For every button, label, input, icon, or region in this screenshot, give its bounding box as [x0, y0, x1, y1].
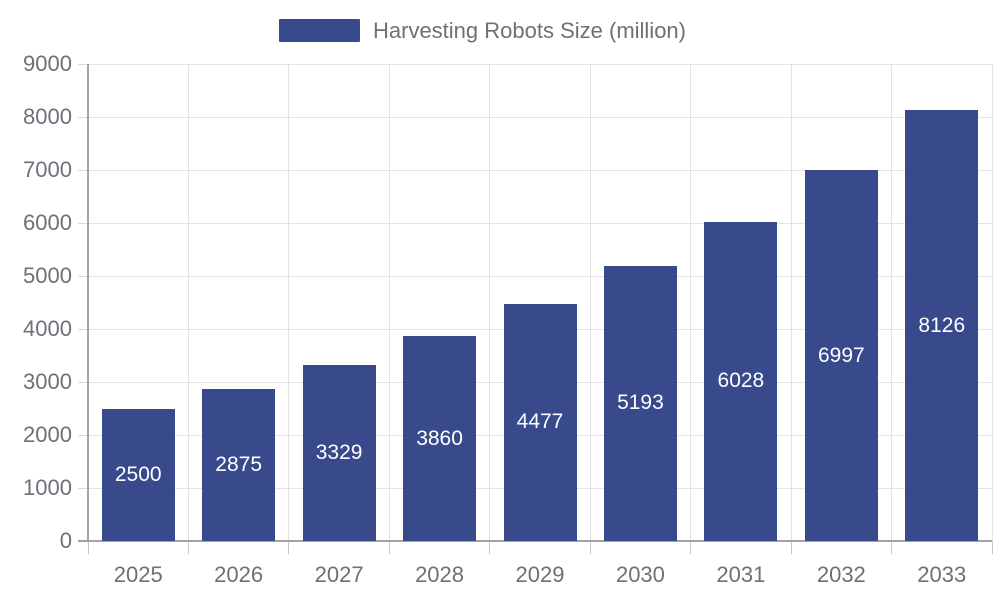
bar-2030[interactable]	[603, 265, 677, 541]
x-axis-label: 2028	[415, 562, 465, 587]
h-gridline	[88, 116, 992, 118]
x-axis-label: 2026	[214, 562, 264, 587]
y-axis-tick-label: 0	[59, 528, 72, 553]
x-axis-tick	[288, 541, 290, 554]
y-axis-tick-label: 1000	[23, 475, 72, 500]
x-axis-tick	[891, 541, 893, 554]
bar-2025[interactable]	[101, 408, 175, 541]
bar-2028[interactable]	[403, 336, 477, 541]
bar-value-label: 3329	[315, 440, 363, 464]
bar-2033[interactable]	[905, 110, 979, 541]
y-axis-tick	[78, 169, 88, 171]
bar-value-label: 6997	[817, 343, 865, 367]
v-gridline	[388, 64, 390, 541]
x-axis-label: 2031	[716, 562, 766, 587]
bar-value-label: 3860	[416, 426, 463, 450]
h-gridline	[88, 275, 992, 277]
x-axis-tick	[388, 541, 390, 554]
y-axis-tick	[78, 116, 88, 118]
y-axis-tick	[78, 63, 88, 65]
bar-value-label: 4477	[516, 410, 564, 434]
y-axis-tick-label: 6000	[23, 210, 72, 235]
legend-swatch	[279, 19, 360, 42]
y-axis-tick	[78, 222, 88, 224]
y-axis-tick-label: 3000	[23, 369, 72, 394]
x-axis-tick	[991, 541, 993, 554]
x-axis-tick	[87, 541, 89, 554]
v-gridline	[991, 64, 993, 541]
x-axis-label: 2027	[314, 562, 364, 587]
h-gridline	[88, 63, 992, 65]
v-gridline	[589, 64, 591, 541]
y-axis-tick-label: 7000	[23, 157, 72, 182]
v-gridline	[690, 64, 692, 541]
y-axis-line	[87, 64, 89, 542]
y-axis-tick-label: 9000	[23, 51, 72, 76]
y-axis-tick-label: 5000	[23, 263, 72, 288]
legend-item[interactable]: Harvesting Robots Size (million)	[279, 19, 686, 42]
bar-2032[interactable]	[804, 170, 878, 541]
h-gridline	[88, 169, 992, 171]
bar-value-label: 2875	[215, 452, 263, 476]
x-axis-tick	[187, 541, 189, 554]
y-axis-tick	[78, 328, 88, 330]
v-gridline	[891, 64, 893, 541]
x-axis-label: 2032	[816, 562, 866, 587]
v-gridline	[187, 64, 189, 541]
bar-2029[interactable]	[503, 303, 577, 541]
x-axis-tick	[790, 541, 792, 554]
x-axis-label: 2029	[515, 562, 565, 587]
x-axis-tick	[489, 541, 491, 554]
v-gridline	[288, 64, 290, 541]
x-axis-label: 2030	[615, 562, 665, 587]
h-gridline	[88, 222, 992, 224]
bar-value-label: 2500	[114, 462, 162, 486]
bar-2026[interactable]	[202, 388, 276, 541]
bar-value-label: 5193	[617, 391, 664, 415]
y-axis-tick	[78, 487, 88, 489]
y-axis-tick	[78, 381, 88, 383]
y-axis-tick-label: 8000	[23, 104, 72, 129]
bar-2031[interactable]	[704, 221, 778, 541]
v-gridline	[790, 64, 792, 541]
x-axis-label: 2025	[113, 562, 163, 587]
bar-value-label: 6028	[717, 369, 765, 393]
bar-value-label: 8126	[918, 313, 966, 337]
v-gridline	[489, 64, 491, 541]
x-axis-tick	[690, 541, 692, 554]
y-axis-tick-label: 4000	[23, 316, 72, 341]
x-axis-label: 2033	[917, 562, 967, 587]
x-axis-line	[78, 540, 992, 542]
legend-label: Harvesting Robots Size (million)	[373, 18, 686, 43]
y-axis-tick	[78, 275, 88, 277]
y-axis-tick-label: 2000	[23, 422, 72, 447]
x-axis-tick	[589, 541, 591, 554]
bar-2027[interactable]	[302, 364, 376, 541]
y-axis-tick	[78, 434, 88, 436]
